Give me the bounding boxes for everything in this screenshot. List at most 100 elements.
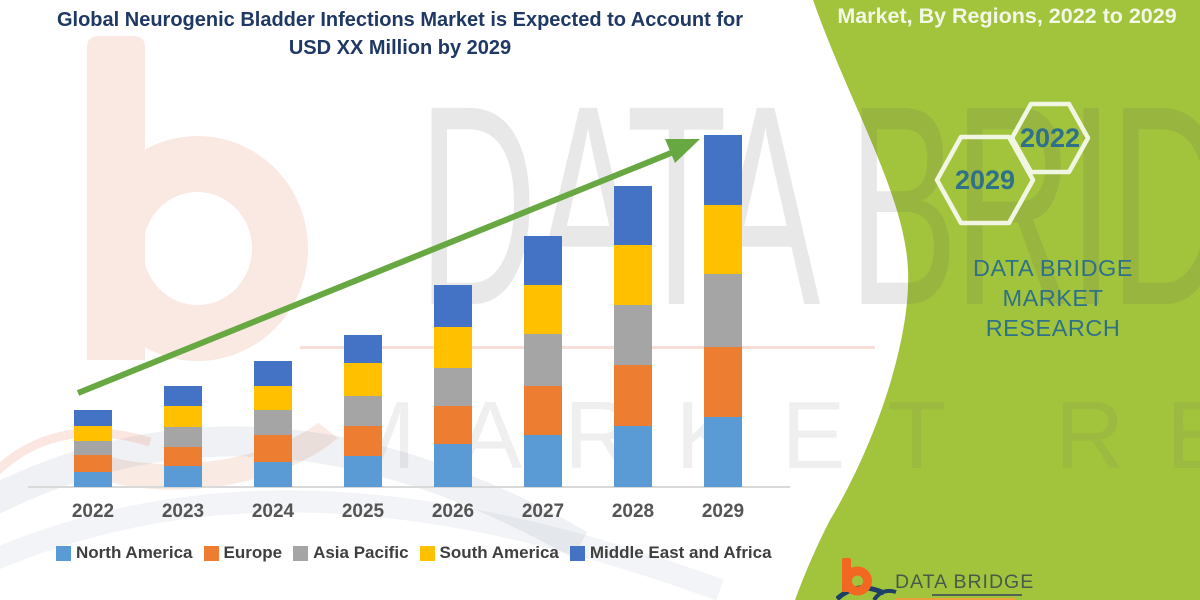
bar-segment-2029-middle-east-and-africa: [704, 135, 742, 205]
legend-label: South America: [439, 543, 559, 562]
bar-segment-2026-north-america: [434, 444, 472, 487]
stacked-bar-2027: [524, 236, 562, 487]
bar-segment-2028-asia-pacific: [614, 305, 652, 365]
legend-swatch-icon: [203, 545, 219, 561]
bar-segment-2028-middle-east-and-africa: [614, 186, 652, 245]
legend-item-asia-pacific: Asia Pacific: [293, 543, 409, 563]
bar-segment-2024-north-america: [254, 462, 292, 487]
legend-item-north-america: North America: [56, 543, 193, 563]
bar-segment-2027-asia-pacific: [524, 334, 562, 386]
bar-segment-2023-south-america: [164, 406, 202, 427]
bar-segment-2029-south-america: [704, 205, 742, 274]
bar-segment-2023-north-america: [164, 466, 202, 487]
bar-segment-2022-europe: [74, 455, 112, 472]
bar-segment-2024-europe: [254, 435, 292, 462]
legend-item-south-america: South America: [419, 543, 559, 563]
watermark-b-logo-bowl: [87, 136, 308, 361]
bar-segment-2022-south-america: [74, 426, 112, 441]
panel-ribbon-title: Market, By Regions, 2022 to 2029: [837, 4, 1177, 28]
bar-segment-2027-south-america: [524, 285, 562, 334]
bar-segment-2025-europe: [344, 426, 382, 456]
stacked-bar-2028: [614, 186, 652, 487]
hexagon-2022: [1009, 101, 1091, 175]
x-axis-label-2023: 2023: [161, 501, 205, 522]
bar-segment-2025-north-america: [344, 456, 382, 487]
stacked-bar-2024: [254, 361, 292, 487]
logo-swoosh2-icon: [872, 588, 897, 600]
green-swoosh-shape: [795, 0, 1200, 600]
logo-swoosh-icon: [836, 585, 886, 600]
bar-segment-2028-europe: [614, 365, 652, 426]
bar-segment-2027-north-america: [524, 435, 562, 487]
watermark-b-logo-stem: [87, 36, 145, 360]
stacked-bar-2025: [344, 335, 382, 487]
legend-label: Europe: [223, 543, 283, 562]
x-axis-label-2027: 2027: [521, 501, 565, 522]
hexagon-2022-label: 2022: [1020, 123, 1080, 153]
bar-segment-2026-asia-pacific: [434, 368, 472, 406]
bar-segment-2025-south-america: [344, 363, 382, 396]
x-axis-label-2029: 2029: [701, 501, 745, 522]
stacked-bar-2022: [74, 410, 112, 487]
bar-segment-2027-middle-east-and-africa: [524, 236, 562, 285]
bar-segment-2026-south-america: [434, 327, 472, 368]
bar-segment-2022-north-america: [74, 472, 112, 487]
legend-swatch-icon: [419, 545, 435, 561]
x-axis-label-2025: 2025: [341, 501, 385, 522]
watermark-text-market-research: MARKET RESEARCH: [336, 382, 1200, 489]
bar-segment-2023-middle-east-and-africa: [164, 386, 202, 406]
x-axis-label-2026: 2026: [431, 501, 475, 522]
stacked-bar-2026: [434, 285, 472, 487]
bar-segment-2025-middle-east-and-africa: [344, 335, 382, 363]
legend-label: Middle East and Africa: [589, 543, 772, 562]
bar-segment-2029-europe: [704, 347, 742, 417]
logo-b-bowl-icon: [843, 566, 872, 596]
footer-logo-brand-text: DATA BRIDGE: [895, 571, 1035, 593]
logo-b-stem-icon: [842, 558, 851, 592]
chart-legend: North America Europe Asia Pacific South Ame…: [56, 543, 772, 563]
chart-title-line-1: Global Neurogenic Bladder Infections Mar…: [56, 9, 744, 31]
legend-label: North America: [76, 543, 193, 562]
legend-item-europe: Europe: [203, 543, 283, 563]
legend-swatch-icon: [293, 545, 309, 561]
chart-title: Global Neurogenic Bladder Infections Mar…: [22, 6, 778, 62]
panel-brand-name: DATA BRIDGE MARKET RESEARCH: [920, 253, 1186, 343]
chart-title-line-2: USD XX Million by 2029: [288, 37, 512, 59]
bar-segment-2028-north-america: [614, 426, 652, 487]
bar-segment-2024-asia-pacific: [254, 410, 292, 435]
watermark-pink-line: [300, 346, 875, 349]
trend-arrow-head: [665, 139, 700, 163]
panel-brand-line-2: RESEARCH: [985, 315, 1121, 341]
bar-segment-2023-europe: [164, 447, 202, 466]
bar-segment-2023-asia-pacific: [164, 427, 202, 447]
x-axis-label-2028: 2028: [611, 501, 655, 522]
x-axis-label-2022: 2022: [71, 501, 115, 522]
bar-segment-2022-middle-east-and-africa: [74, 410, 112, 426]
stacked-bar-2029: [704, 135, 742, 487]
watermark-b-logo-swoosh: [26, 298, 376, 508]
bar-segment-2028-south-america: [614, 245, 652, 305]
bar-segment-2025-asia-pacific: [344, 396, 382, 426]
bar-segment-2027-europe: [524, 386, 562, 435]
footer-logo-underline: [932, 594, 1022, 596]
legend-swatch-icon: [56, 545, 71, 561]
hexagon-2029: [934, 134, 1036, 226]
legend-swatch-icon: [569, 545, 585, 561]
bar-segment-2024-south-america: [254, 386, 292, 410]
bar-segment-2022-asia-pacific: [74, 441, 112, 455]
bar-segment-2026-middle-east-and-africa: [434, 285, 472, 327]
bar-segment-2026-europe: [434, 406, 472, 444]
hexagon-2029-label: 2029: [955, 165, 1015, 195]
x-axis-line: [28, 486, 790, 488]
bar-segment-2029-asia-pacific: [704, 274, 742, 347]
legend-item-middle-east-and-africa: Middle East and Africa: [569, 543, 772, 563]
stacked-bar-2023: [164, 386, 202, 487]
x-axis-label-2024: 2024: [251, 501, 295, 522]
